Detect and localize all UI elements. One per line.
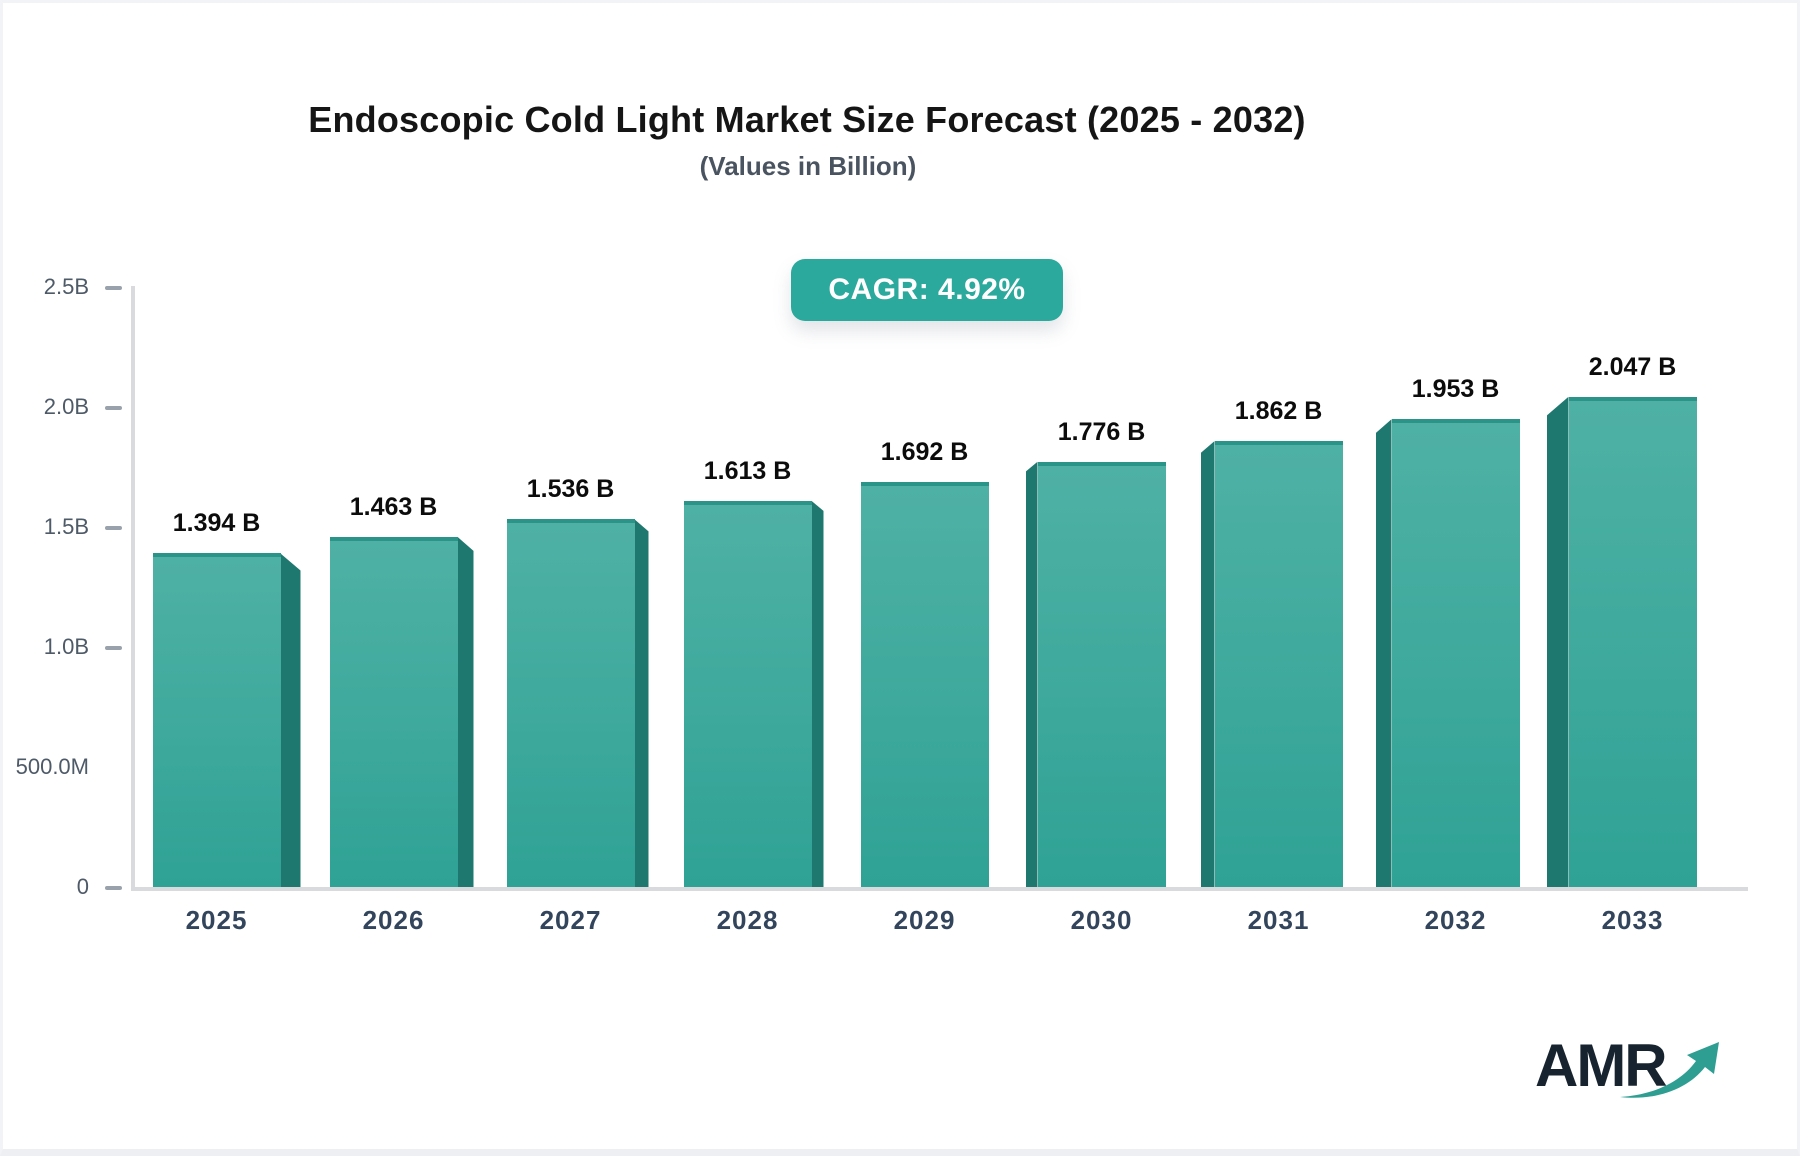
bar-side bbox=[1025, 461, 1038, 887]
x-tick-label: 2025 bbox=[185, 905, 248, 935]
bar-side bbox=[1375, 419, 1392, 887]
y-tick-label: 500.0M bbox=[15, 754, 89, 779]
chart-title: Endoscopic Cold Light Market Size Foreca… bbox=[308, 99, 1306, 140]
growth-arrow-icon bbox=[1620, 1042, 1719, 1098]
cagr-badge: CAGR: 4.92% bbox=[791, 259, 1063, 321]
bar bbox=[1037, 461, 1166, 887]
y-tick-dash bbox=[105, 286, 122, 290]
x-axis-line bbox=[131, 887, 1748, 891]
bar-value-label: 1.953 B bbox=[1411, 375, 1500, 404]
x-tick-label: 2029 bbox=[893, 905, 956, 935]
bar-value-label: 2.047 B bbox=[1588, 352, 1677, 381]
bar-side bbox=[457, 536, 474, 887]
x-tick-label: 2032 bbox=[1424, 905, 1487, 935]
bar-value-label: 1.536 B bbox=[526, 475, 615, 504]
y-tick-label: 1.5B bbox=[43, 514, 89, 539]
x-tick-label: 2033 bbox=[1601, 905, 1664, 935]
bar bbox=[1568, 396, 1697, 887]
x-tick-label: 2027 bbox=[539, 905, 602, 935]
y-axis-line bbox=[131, 286, 135, 891]
bar bbox=[506, 519, 635, 887]
bar-side bbox=[811, 500, 824, 887]
bar bbox=[860, 481, 989, 887]
bar bbox=[1391, 419, 1520, 887]
bar bbox=[683, 500, 812, 887]
x-tick-label: 2028 bbox=[716, 905, 779, 935]
bar-side bbox=[1200, 441, 1215, 887]
bar-value-label: 1.463 B bbox=[349, 492, 438, 521]
y-tick-label: 2.0B bbox=[43, 394, 89, 419]
bar-value-label: 1.613 B bbox=[703, 456, 792, 485]
amr-logo-text: AMR bbox=[1535, 1032, 1668, 1099]
bar bbox=[1214, 441, 1343, 887]
bar bbox=[152, 553, 281, 887]
bar-side bbox=[634, 519, 649, 887]
chart-area: 2.5B 2.0B 1.5B 1.0B 500.0M 0 1.394 B 2025 1.463 … bbox=[3, 3, 1797, 1149]
x-tick-label: 2026 bbox=[362, 905, 425, 935]
amr-logo: AMR bbox=[1535, 1031, 1725, 1111]
bar-side bbox=[1546, 396, 1569, 887]
y-tick-label: 1.0B bbox=[43, 634, 89, 659]
bar-side bbox=[280, 553, 301, 887]
x-tick-label: 2031 bbox=[1247, 905, 1310, 935]
chart-subtitle: (Values in Billion) bbox=[699, 151, 917, 181]
bar-value-label: 1.862 B bbox=[1234, 397, 1323, 426]
x-tick-label: 2030 bbox=[1070, 905, 1133, 935]
bar-value-label: 1.394 B bbox=[172, 509, 261, 538]
y-tick-dash bbox=[105, 406, 122, 410]
y-tick-label: 2.5B bbox=[43, 274, 89, 299]
y-tick-label: 0 bbox=[76, 874, 89, 899]
y-tick-dash bbox=[105, 526, 122, 530]
bar-value-label: 1.776 B bbox=[1057, 417, 1146, 446]
bar-value-label: 1.692 B bbox=[880, 437, 969, 466]
y-tick-dash bbox=[105, 646, 122, 650]
bar bbox=[329, 536, 458, 887]
y-tick-dash bbox=[105, 886, 122, 890]
